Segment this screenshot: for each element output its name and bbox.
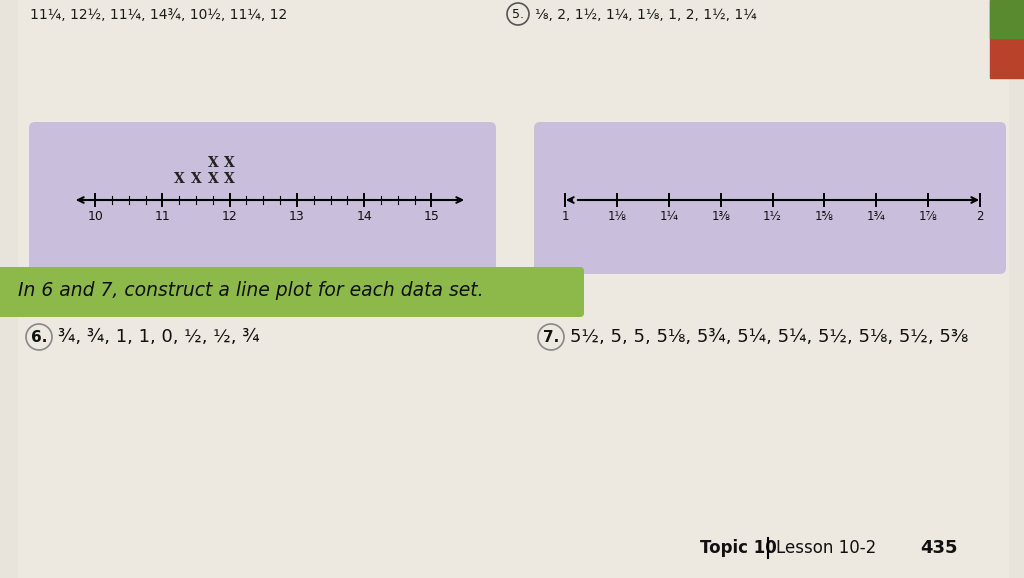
Text: Lesson 10-2: Lesson 10-2 <box>776 539 877 557</box>
Text: 13: 13 <box>289 210 305 223</box>
Text: ¾, ¾, 1, 1, 0, ½, ½, ¾: ¾, ¾, 1, 1, 0, ½, ½, ¾ <box>58 328 260 346</box>
Text: Topic 10: Topic 10 <box>700 539 777 557</box>
Text: 11¼, 12½, 11¼, 14¾, 10½, 11¼, 12: 11¼, 12½, 11¼, 14¾, 10½, 11¼, 12 <box>30 8 288 22</box>
Text: 11: 11 <box>155 210 170 223</box>
Bar <box>990 0 1024 38</box>
Text: 7.: 7. <box>543 329 559 344</box>
Text: In 6 and 7, construct a line plot for each data set.: In 6 and 7, construct a line plot for ea… <box>18 281 483 301</box>
Text: 10: 10 <box>87 210 103 223</box>
Text: 5.: 5. <box>512 8 524 20</box>
Text: 2: 2 <box>976 210 984 223</box>
Text: X: X <box>208 172 218 186</box>
Text: X: X <box>224 156 236 170</box>
Text: X: X <box>208 156 218 170</box>
Text: 1⅜: 1⅜ <box>712 210 730 223</box>
Text: 12: 12 <box>222 210 238 223</box>
Text: 1¼: 1¼ <box>659 210 678 223</box>
Text: 1⅞: 1⅞ <box>919 210 938 223</box>
Text: 5½, 5, 5, 5⅛, 5¾, 5¼, 5¼, 5½, 5⅛, 5½, 5⅜: 5½, 5, 5, 5⅛, 5¾, 5¼, 5¼, 5½, 5⅛, 5½, 5⅜ <box>570 328 969 346</box>
Text: 6.: 6. <box>31 329 47 344</box>
Text: 14: 14 <box>356 210 372 223</box>
Text: 1: 1 <box>561 210 568 223</box>
Text: 1⅛: 1⅛ <box>607 210 627 223</box>
FancyBboxPatch shape <box>29 122 496 274</box>
Text: X: X <box>224 172 236 186</box>
Circle shape <box>538 324 564 350</box>
Text: X: X <box>190 172 202 186</box>
FancyBboxPatch shape <box>0 267 584 317</box>
Text: 1½: 1½ <box>763 210 782 223</box>
Text: 1¾: 1¾ <box>866 210 886 223</box>
FancyBboxPatch shape <box>534 122 1006 274</box>
Bar <box>990 0 1024 78</box>
Text: 15: 15 <box>424 210 439 223</box>
Text: 435: 435 <box>920 539 957 557</box>
Circle shape <box>507 3 529 25</box>
Circle shape <box>26 324 52 350</box>
Text: 1⅝: 1⅝ <box>815 210 834 223</box>
Text: X: X <box>174 172 184 186</box>
Text: ⅛, 2, 1½, 1¼, 1⅛, 1, 2, 1½, 1¼: ⅛, 2, 1½, 1¼, 1⅛, 1, 2, 1½, 1¼ <box>535 8 757 22</box>
